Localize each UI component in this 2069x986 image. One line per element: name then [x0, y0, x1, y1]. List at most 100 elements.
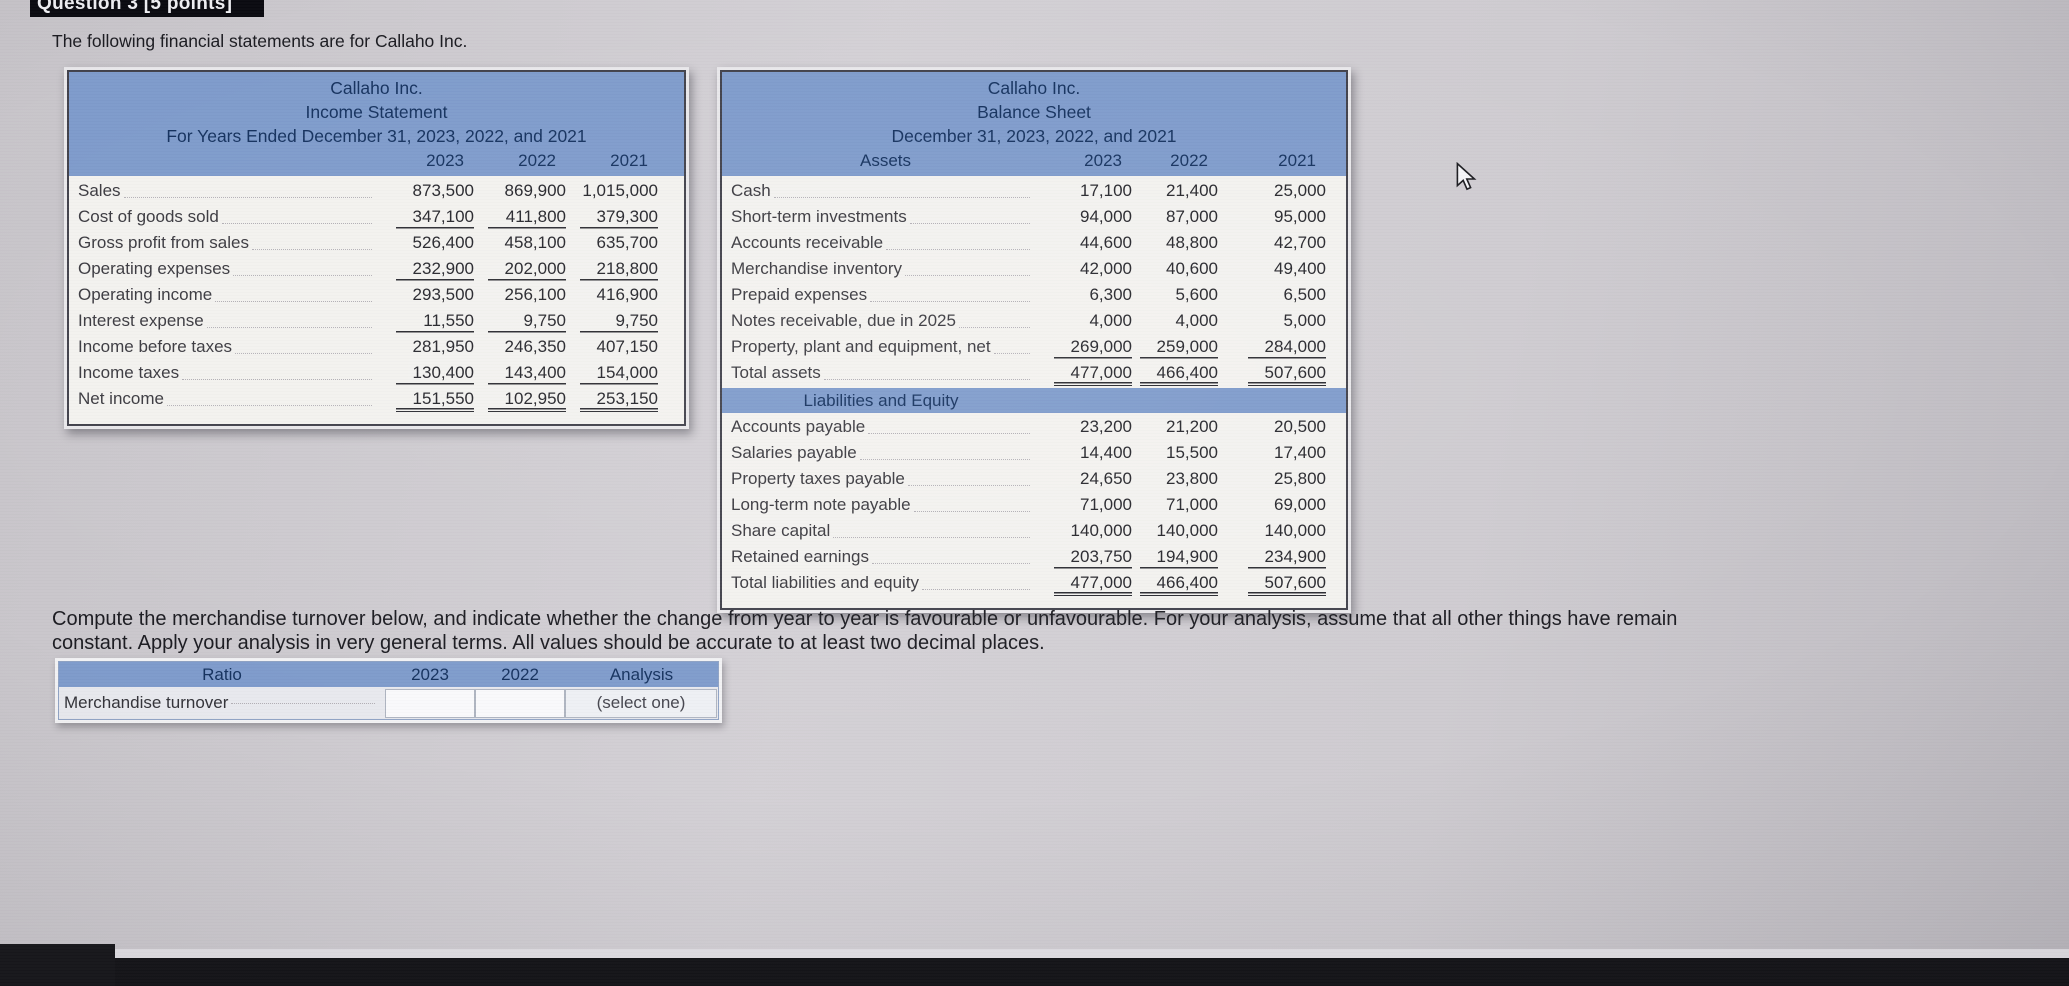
row-label: Property, plant and equipment, net [731, 337, 991, 356]
cell-2021: 25,800 [1274, 469, 1326, 488]
header-2023: 2023 [411, 665, 449, 684]
cell-2021: 284,000 [1248, 334, 1326, 360]
year-col-2021: 2021 [1278, 151, 1316, 170]
dotted-leader [886, 249, 1030, 250]
cell-2022: 9,750 [488, 308, 566, 334]
assets-section-label: Assets [859, 151, 912, 170]
cell-2022: 15,500 [1166, 443, 1218, 462]
merchandise-turnover-2022-input[interactable] [475, 688, 565, 718]
table-row-prepaid-expenses: Prepaid expenses 6,300 5,600 6,500 [722, 282, 1346, 308]
table-row-accounts-receivable: Accounts receivable 44,600 48,800 42,700 [722, 230, 1346, 256]
table-row-total-assets: Total assets 477,000 466,400 507,600 [722, 360, 1346, 386]
cell-2023: 4,000 [1089, 311, 1132, 330]
liabilities-equity-section-header: Liabilities and Equity [722, 388, 1346, 413]
table-row-salaries-payable: Salaries payable 14,400 15,500 17,400 [722, 440, 1346, 466]
dotted-leader [182, 379, 372, 380]
table-row-interest-expense: Interest expense 11,550 9,750 9,750 [69, 308, 684, 334]
table-row-operating-expenses: Operating expenses 232,900 202,000 218,8… [69, 256, 684, 282]
row-label: Cash [731, 181, 771, 200]
year-col-2021: 2021 [610, 151, 648, 170]
dotted-leader [215, 301, 372, 302]
screen-bottom-bezel [0, 958, 2069, 986]
row-label: Long-term note payable [731, 495, 911, 514]
row-label: Short-term investments [731, 207, 907, 226]
cell-2023: 281,950 [412, 337, 474, 356]
income-statement-header: Callaho Inc. Income Statement For Years … [69, 72, 684, 176]
table-row-ppe-net: Property, plant and equipment, net 269,0… [722, 334, 1346, 360]
cell-2021: 234,900 [1248, 544, 1326, 570]
dotted-leader [221, 223, 372, 224]
cell-2022: 143,400 [488, 360, 566, 386]
cell-2023: 477,000 [1054, 360, 1132, 386]
intro-text: The following financial statements are f… [52, 31, 468, 51]
row-label: Gross profit from sales [78, 233, 249, 252]
cell-2021: 507,600 [1248, 570, 1326, 596]
cell-2023: 44,600 [1080, 233, 1132, 252]
cell-2021: 69,000 [1274, 495, 1326, 514]
row-label: Sales [78, 181, 121, 200]
balance-sheet-header: Callaho Inc. Balance Sheet December 31, … [722, 72, 1346, 176]
analysis-select[interactable]: (select one) [565, 688, 717, 718]
cell-2022: 87,000 [1166, 207, 1218, 226]
ratio-answer-table: Ratio 2023 2022 Analysis Merchandise tur… [55, 658, 722, 723]
row-label: Accounts payable [731, 417, 866, 436]
table-row-operating-income: Operating income 293,500 256,100 416,900 [69, 282, 684, 308]
mouse-cursor-icon [1456, 162, 1477, 191]
cell-2023: 873,500 [412, 181, 474, 200]
cell-2022: 411,800 [488, 204, 566, 230]
cell-2022: 140,000 [1156, 521, 1218, 540]
row-label: Salaries payable [731, 443, 857, 462]
cell-2022: 256,100 [504, 285, 566, 304]
year-header-row: 2023 2022 2021 [69, 148, 684, 176]
cell-2023: 6,300 [1089, 285, 1132, 304]
year-col-2023: 2023 [1084, 151, 1122, 170]
liabilities-equity-label: Liabilities and Equity [803, 391, 959, 410]
column-spacer [1040, 388, 1346, 413]
company-name: Callaho Inc. [987, 78, 1081, 98]
cell-2021: 95,000 [1274, 207, 1326, 226]
cell-2021: 507,600 [1248, 360, 1326, 386]
header-analysis: Analysis [609, 665, 674, 684]
row-label: Cost of goods sold [78, 207, 219, 226]
table-row-long-term-note-payable: Long-term note payable 71,000 71,000 69,… [722, 492, 1346, 518]
cell-2022: 194,900 [1140, 544, 1218, 570]
row-label: Share capital [731, 521, 831, 540]
cell-2023: 23,200 [1080, 417, 1132, 436]
table-row-merchandise-inventory: Merchandise inventory 42,000 40,600 49,4… [722, 256, 1346, 282]
year-col-2022: 2022 [518, 151, 556, 170]
header-2022: 2022 [501, 665, 539, 684]
merchandise-turnover-2023-input[interactable] [385, 688, 475, 718]
cell-2021: 253,150 [580, 386, 658, 412]
table-row-gross-profit: Gross profit from sales 526,400 458,100 … [69, 230, 684, 256]
row-label: Accounts receivable [731, 233, 884, 252]
table-row-notes-receivable: Notes receivable, due in 2025 4,000 4,00… [722, 308, 1346, 334]
cell-2021: 140,000 [1264, 521, 1326, 540]
cell-2022: 246,350 [504, 337, 566, 356]
table-row-income-taxes: Income taxes 130,400 143,400 154,000 [69, 360, 684, 386]
year-header-row: Assets 2023 2022 2021 [722, 148, 1346, 176]
row-label: Property taxes payable [731, 469, 905, 488]
cell-2023: 203,750 [1054, 544, 1132, 570]
dotted-leader [235, 353, 372, 354]
dotted-leader [233, 275, 372, 276]
cell-2022: 5,600 [1175, 285, 1218, 304]
cell-2022: 71,000 [1166, 495, 1218, 514]
dotted-leader [913, 511, 1030, 512]
table-row-net-income: Net income 151,550 102,950 253,150 [69, 386, 684, 412]
cell-2021: 25,000 [1274, 181, 1326, 200]
cell-2023: 140,000 [1070, 521, 1132, 540]
ratio-row-merchandise-turnover: Merchandise turnover (select one) [59, 687, 718, 719]
instructions-line-2: constant. Apply your analysis in very ge… [52, 632, 1045, 654]
dotted-leader [859, 459, 1030, 460]
ratio-table-header: Ratio 2023 2022 Analysis [59, 662, 718, 687]
row-label: Prepaid expenses [731, 285, 868, 304]
cell-2023: 94,000 [1080, 207, 1132, 226]
cell-2021: 17,400 [1274, 443, 1326, 462]
dotted-leader [823, 379, 1030, 380]
table-row-cash: Cash 17,100 21,400 25,000 [722, 178, 1346, 204]
statement-title: Balance Sheet [977, 102, 1091, 122]
cell-2021: 154,000 [580, 360, 658, 386]
statement-period: For Years Ended December 31, 2023, 2022,… [166, 126, 587, 146]
cell-2021: 1,015,000 [582, 181, 658, 200]
row-label: Interest expense [78, 311, 204, 330]
